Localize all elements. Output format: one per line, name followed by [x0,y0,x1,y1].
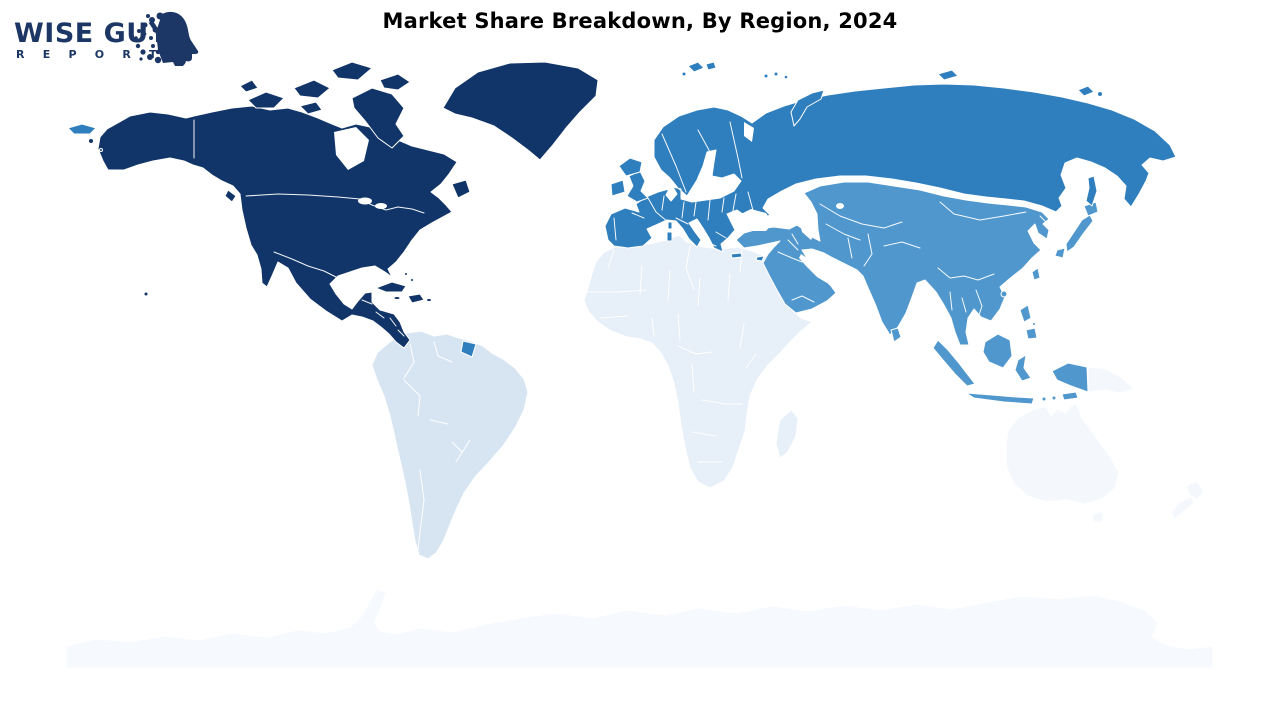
hispaniola [407,293,425,304]
asia-country-borders [777,201,1047,319]
timor [1061,391,1079,401]
chukotka-west-edge [67,123,97,135]
new-zealand-south [1170,496,1195,520]
sri-lanka [890,327,902,343]
corsica [667,221,673,230]
madagascar [775,409,799,459]
severnaya-zemlya-islet [1097,91,1103,97]
lesser-sunda-island [1051,395,1057,401]
newfoundland [451,179,471,199]
philippine-island [1032,322,1036,326]
java [965,392,1035,405]
ireland [610,179,626,197]
kyushu [1054,247,1066,259]
lesser-sunda-island [1041,396,1047,402]
crete [730,252,743,259]
new-guinea-west [1051,362,1089,393]
st-lawrence-island [88,138,94,144]
greenland [442,61,599,161]
honshu [1065,214,1094,253]
arctic-island [299,101,323,115]
ellesmere-island [331,61,373,81]
bahamas-islet [410,278,414,282]
arctic-island [239,79,259,93]
cyprus [755,255,765,262]
franz-josef-land [773,71,779,77]
tasmania [1091,511,1104,523]
jamaica [393,296,401,300]
sakhalin [1085,175,1098,207]
sea-overlays [334,122,844,283]
devon-island [379,73,411,91]
region-asia-middle-east [735,181,1099,405]
logo-text-reports: R E P O R T S [16,48,190,61]
papua-new-guinea [1087,366,1135,394]
region-oceania [1005,366,1205,523]
region-africa [583,234,813,489]
sumatra [932,339,976,387]
caspian-sea [797,198,818,240]
sardinia [666,231,673,242]
aleutian-islet [99,148,103,152]
region-antarctica [65,588,1214,669]
australia [1005,402,1120,505]
hainan [1000,290,1008,298]
chart-title: Market Share Breakdown, By Region, 2024 [382,9,898,33]
great-britain [626,170,649,203]
africa-country-borders [587,245,757,463]
mindanao [1025,327,1038,340]
persian-gulf [799,254,827,283]
region-south-america [371,330,529,560]
bahamas-islet [404,272,408,276]
french-guiana [460,340,477,358]
svalbard [705,61,717,71]
sulawesi [1014,354,1032,382]
white-sea [744,122,754,142]
vancouver-island [224,189,237,203]
logo-head-icon [134,11,199,66]
hawaii [143,291,149,297]
puerto-rico [426,298,432,302]
aral-sea [836,203,844,209]
south-america-country-borders [403,341,471,551]
franz-josef-land [783,74,789,80]
franz-josef-land [763,73,769,79]
wise-guy-reports-logo: WISE GUY R E P O R T S [12,6,202,66]
baffin-island [351,87,405,149]
new-siberian-islands [937,69,959,81]
svalbard [687,61,705,73]
borneo [982,333,1013,369]
iceland [618,157,643,177]
south-america-mainland [371,330,529,560]
arctic-island [247,91,285,109]
svalbard-islet [681,71,687,77]
severnaya-zemlya [1077,85,1095,97]
black-sea [737,209,773,231]
region-north-america [88,61,599,349]
great-lake [358,197,372,205]
novaya-zemlya [790,89,825,127]
taiwan [1031,267,1041,281]
africa-mainland [583,234,813,489]
new-zealand-north [1185,480,1205,501]
luzon [1019,304,1032,323]
great-lake [375,203,387,209]
logo-text-wise-guy: WISE GUY [14,18,169,49]
arctic-island [293,79,331,99]
cuba [375,281,407,293]
hudson-bay [334,127,369,170]
europe-country-borders [613,121,755,247]
north-america-mainland [97,105,458,349]
asia-mainland [735,181,1050,346]
